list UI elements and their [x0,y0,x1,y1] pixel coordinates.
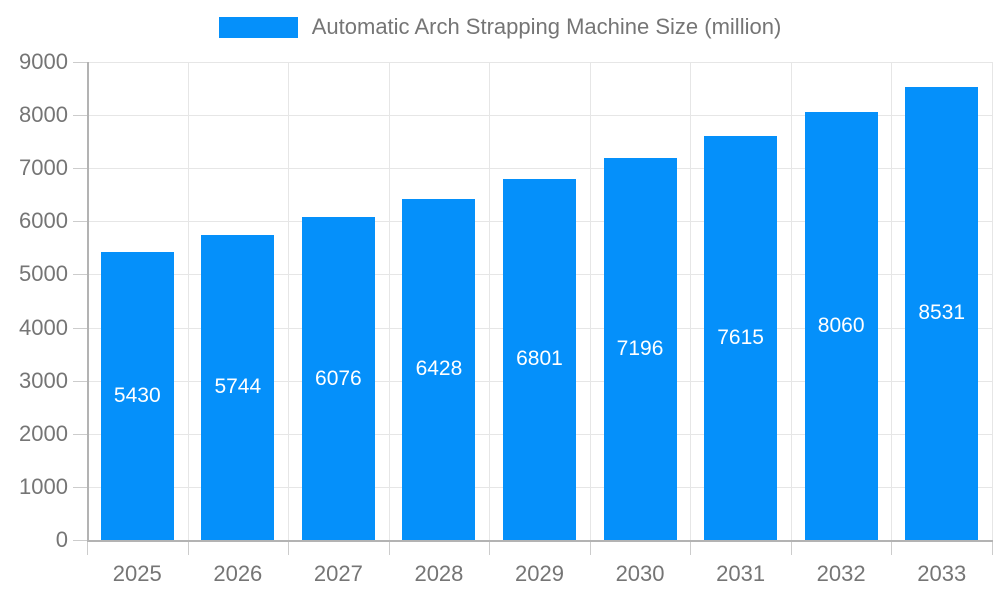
y-axis-tick-mark [73,115,87,117]
vertical-gridline [489,62,491,540]
legend-color-swatch [218,16,298,38]
bar-value-label: 6428 [415,357,463,381]
horizontal-gridline [87,115,992,117]
bar[interactable] [100,251,174,540]
legend-item[interactable]: Automatic Arch Strapping Machine Size (m… [218,14,782,40]
x-axis-line [87,540,993,542]
x-axis-tick-mark [690,540,692,555]
y-axis-tick-label: 2000 [19,420,68,446]
x-axis-tick-label: 2033 [917,561,967,586]
y-axis-tick-label: 6000 [19,208,68,234]
vertical-gridline [790,62,792,540]
x-axis-tick-label: 2032 [816,561,866,586]
y-axis-tick-label: 9000 [19,49,68,74]
bar-value-label: 5744 [214,375,262,399]
bar-value-label: 6076 [315,366,362,390]
x-axis-tick-label: 2027 [313,561,363,586]
bar[interactable] [704,135,778,540]
x-axis-tick-mark [891,540,893,555]
y-axis-tick-mark [73,380,87,382]
vertical-gridline [690,62,692,540]
vertical-gridline [992,62,993,540]
bar[interactable] [804,111,878,540]
x-axis-tick-mark [489,540,491,555]
bar-value-label: 7196 [616,336,664,360]
legend: Automatic Arch Strapping Machine Size (m… [0,14,1000,40]
vertical-gridline [388,62,390,540]
x-axis-tick-label: 2030 [615,561,665,586]
bar[interactable] [301,217,375,540]
x-axis-tick-mark [288,540,290,555]
y-axis-tick-mark [73,168,87,170]
bar[interactable] [905,86,979,540]
y-axis-tick-label: 4000 [19,314,68,340]
vertical-gridline [187,62,189,540]
bar[interactable] [402,198,476,540]
bar-value-label: 5430 [113,383,161,407]
y-axis-tick-label: 8000 [19,102,68,128]
x-axis-tick-label: 2025 [112,561,162,586]
x-axis-tick-mark [790,540,792,555]
bar-value-label: 8060 [817,313,865,337]
x-axis-tick-mark [388,540,390,555]
y-axis-line [87,62,89,540]
x-axis-tick-label: 2026 [213,561,263,586]
bar[interactable] [603,157,677,540]
bar-value-label: 8531 [918,301,966,325]
bar[interactable] [201,234,275,540]
bar-value-label: 6801 [516,347,563,371]
y-axis-tick-mark [73,62,87,63]
vertical-gridline [891,62,893,540]
bar-value-label: 7615 [717,325,764,349]
y-axis-tick-mark [73,433,87,435]
horizontal-gridline [87,62,992,63]
y-axis-tick-mark [73,327,87,329]
y-axis-tick-mark [73,221,87,223]
y-axis-tick-mark [73,540,87,541]
vertical-gridline [288,62,290,540]
y-axis-tick-label: 3000 [19,367,68,393]
x-axis-tick-mark [87,540,88,555]
bar[interactable] [503,178,576,540]
x-axis-tick-mark [589,540,591,555]
y-axis-tick-label: 7000 [19,155,68,181]
x-axis-tick-label: 2029 [515,561,564,586]
legend-series-label: Automatic Arch Strapping Machine Size (m… [311,14,782,39]
y-axis-tick-mark [73,486,87,488]
vertical-gridline [589,62,591,540]
x-axis-tick-mark [187,540,189,555]
horizontal-gridline [87,168,992,170]
x-axis-tick-label: 2028 [414,561,464,586]
x-axis-tick-mark [992,540,993,555]
y-axis-tick-label: 0 [55,527,68,552]
x-axis-tick-label: 2031 [716,561,766,586]
y-axis-tick-label: 5000 [19,261,68,287]
y-axis-tick-mark [73,274,87,276]
y-axis-tick-label: 1000 [19,473,68,499]
